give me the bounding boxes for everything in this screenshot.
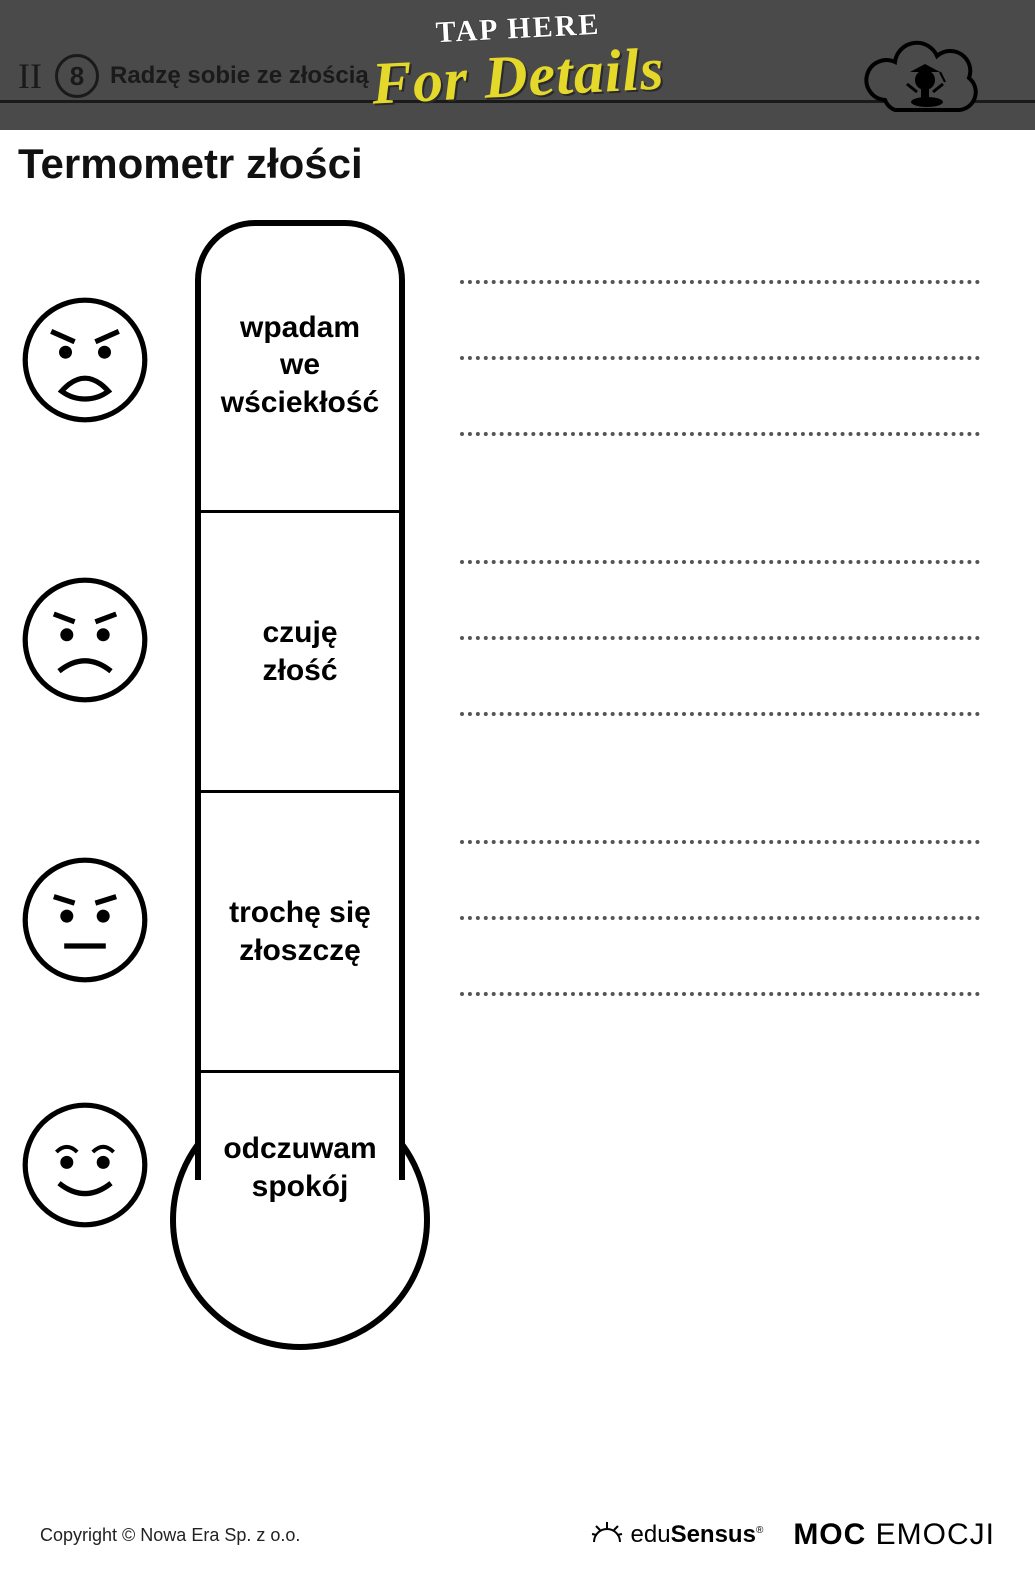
write-line[interactable] <box>460 636 980 640</box>
section-roman: II <box>18 55 42 97</box>
write-lines-group-0[interactable] <box>460 280 980 508</box>
thermo-segment-1: czujęzłość <box>201 510 399 790</box>
brand-moc: MOC <box>793 1518 866 1551</box>
thermo-label-3: odczuwamspokój <box>195 1130 405 1205</box>
thermo-segment-3-divider <box>201 1070 399 1110</box>
write-line[interactable] <box>460 432 980 436</box>
write-line[interactable] <box>460 840 980 844</box>
lesson-number-badge: 8 <box>55 54 99 98</box>
anger-thermometer: wpadamwewściekłość czujęzłość trochę się… <box>195 220 405 1340</box>
top-banner: II 8 Radzę sobie ze złością TAP HERE For… <box>0 0 1035 130</box>
page-footer: Copyright © Nowa Era Sp. z o.o. eduSensu… <box>0 1505 1035 1565</box>
thermo-label-0: wpadamwewściekłość <box>221 309 379 422</box>
write-lines-group-2[interactable] <box>460 840 980 1068</box>
brand-edu: edu <box>631 1520 671 1547</box>
brand-moc-emocji: MOC EMOCJI <box>793 1518 995 1552</box>
thermo-label-2: trochę sięzłoszczę <box>229 894 371 969</box>
overlay-for-details[interactable]: For Details <box>370 34 666 118</box>
thermo-segment-2: trochę sięzłoszczę <box>201 790 399 1070</box>
write-line[interactable] <box>460 280 980 284</box>
brand-emocji: EMOCJI <box>876 1518 995 1551</box>
lesson-title: Radzę sobie ze złością <box>110 62 369 90</box>
brand-sensus: Sensus <box>671 1520 756 1547</box>
write-line[interactable] <box>460 992 980 996</box>
write-line[interactable] <box>460 916 980 920</box>
worksheet-area: wpadamwewściekłość czujęzłość trochę się… <box>0 220 1035 1420</box>
face-calm-icon <box>20 1100 150 1230</box>
write-line[interactable] <box>460 356 980 360</box>
graduate-cloud-icon <box>855 30 995 130</box>
copyright-text: Copyright © Nowa Era Sp. z o.o. <box>40 1525 300 1546</box>
face-rage-icon <box>20 295 150 425</box>
face-annoyed-icon <box>20 855 150 985</box>
page-title: Termometr złości <box>18 140 363 188</box>
write-line[interactable] <box>460 712 980 716</box>
face-angry-icon <box>20 575 150 705</box>
thermo-label-1: czujęzłość <box>262 614 337 689</box>
thermo-segment-0: wpadamwewściekłość <box>201 220 399 510</box>
write-line[interactable] <box>460 560 980 564</box>
sun-icon <box>590 1520 624 1551</box>
write-lines-group-1[interactable] <box>460 560 980 788</box>
brand-edusensus: eduSensus® <box>590 1520 763 1551</box>
